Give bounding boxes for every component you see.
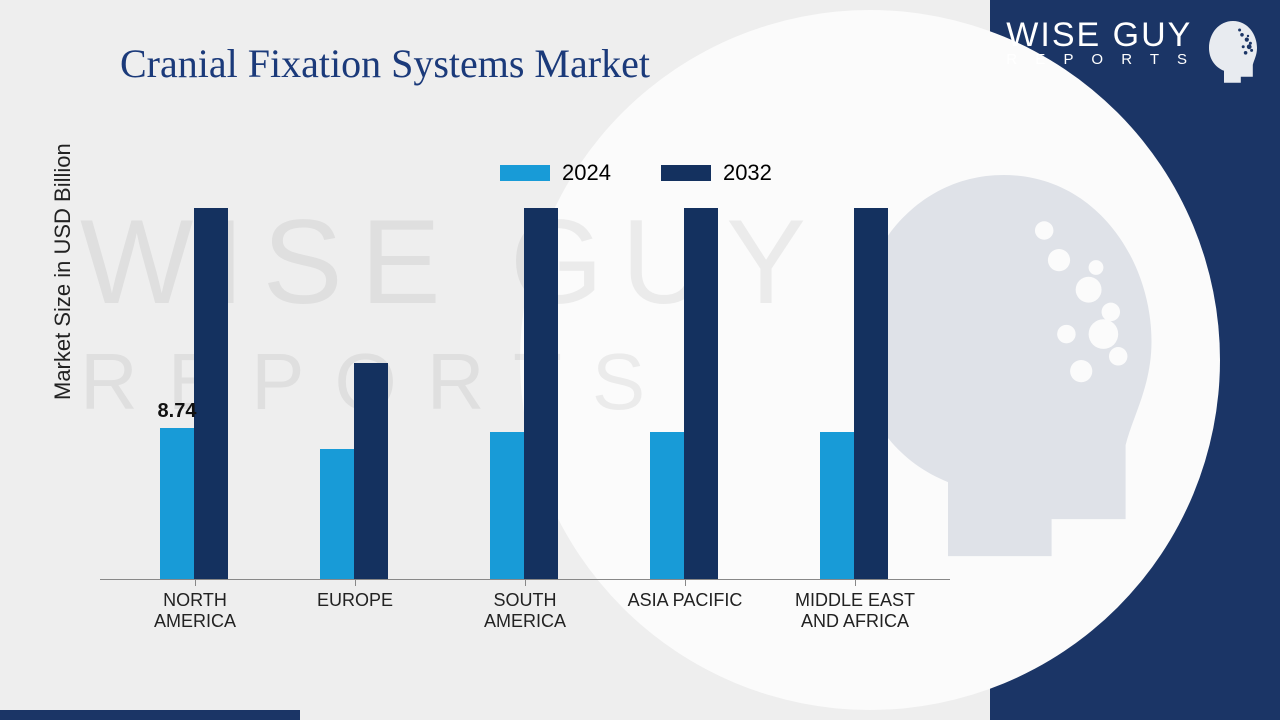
legend-swatch-2032 (661, 165, 711, 181)
bar (490, 432, 524, 579)
category-label: ASIA PACIFIC (615, 590, 755, 611)
legend-label-2032: 2032 (723, 160, 772, 186)
y-axis-label: Market Size in USD Billion (50, 143, 76, 400)
bar (354, 363, 388, 579)
bar (524, 208, 558, 579)
brand-head-icon (1200, 18, 1260, 84)
category-label: NORTH AMERICA (125, 590, 265, 631)
legend-item-2032: 2032 (661, 160, 772, 186)
category-label: EUROPE (285, 590, 425, 611)
category-labels: NORTH AMERICA EUROPE SOUTH AMERICA ASIA PAC… (100, 582, 950, 712)
bar (160, 428, 194, 579)
bar (650, 432, 684, 579)
bar (820, 432, 854, 579)
legend-item-2024: 2024 (500, 160, 611, 186)
legend: 2024 2032 (500, 160, 772, 186)
brand-logo: WISE GUY R E P O R T S (1006, 16, 1194, 68)
plot-area: 8.74 (100, 200, 950, 580)
bar (320, 449, 354, 579)
bottom-accent-bar (0, 710, 300, 720)
bar (684, 208, 718, 579)
legend-label-2024: 2024 (562, 160, 611, 186)
bar (854, 208, 888, 579)
brand-line1: WISE GUY (1006, 16, 1194, 55)
category-label: SOUTH AMERICA (455, 590, 595, 631)
chart-title: Cranial Fixation Systems Market (120, 40, 650, 87)
brand-line2: R E P O R T S (1006, 51, 1194, 68)
category-label: MIDDLE EAST AND AFRICA (785, 590, 925, 631)
legend-swatch-2024 (500, 165, 550, 181)
bar (194, 208, 228, 579)
value-label: 8.74 (158, 400, 197, 423)
